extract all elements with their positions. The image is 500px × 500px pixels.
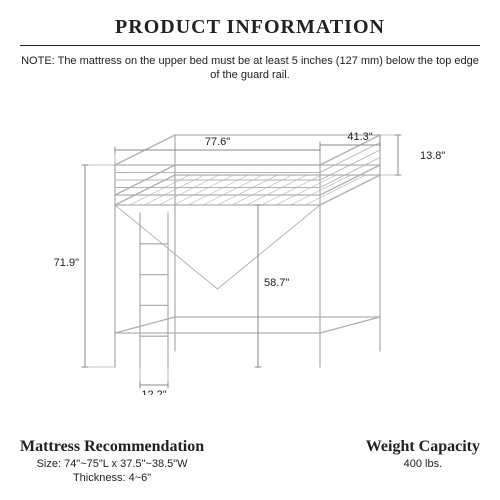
mattress-thickness: Thickness: 4~6" — [20, 472, 204, 484]
header-divider — [20, 45, 480, 46]
mattress-heading: Mattress Recommendation — [20, 438, 204, 456]
weight-heading: Weight Capacity — [366, 438, 480, 456]
weight-capacity: Weight Capacity 400 lbs. — [366, 438, 480, 484]
page-title: PRODUCT INFORMATION — [20, 16, 480, 39]
svg-text:12.2": 12.2" — [141, 389, 166, 395]
svg-text:77.6": 77.6" — [205, 136, 230, 148]
safety-note: NOTE: The mattress on the upper bed must… — [20, 54, 480, 83]
bed-diagram: 77.6" 41.3" 13.8" 71.9" 58.7" 12.2" — [20, 95, 480, 395]
footer-row: Mattress Recommendation Size: 74"~75"L x… — [20, 438, 480, 484]
svg-text:13.8": 13.8" — [420, 150, 445, 162]
weight-value: 400 lbs. — [366, 458, 480, 470]
svg-text:58.7": 58.7" — [264, 277, 289, 289]
mattress-recommendation: Mattress Recommendation Size: 74"~75"L x… — [20, 438, 204, 484]
mattress-size: Size: 74"~75"L x 37.5"~38.5"W — [20, 458, 204, 470]
svg-text:41.3": 41.3" — [347, 131, 372, 143]
svg-text:71.9": 71.9" — [54, 257, 79, 269]
